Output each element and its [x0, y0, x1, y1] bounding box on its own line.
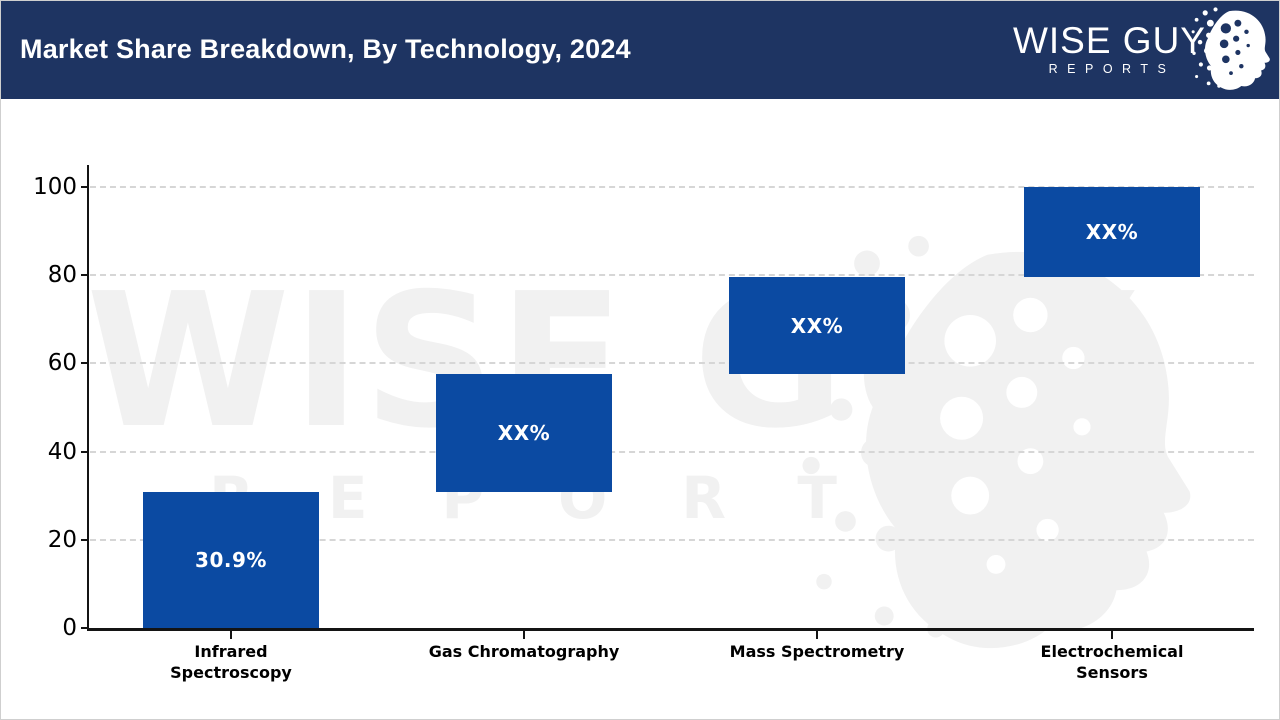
x-axis-line [87, 628, 1254, 631]
y-tick-label: 80 [47, 262, 77, 289]
y-tick-mark [81, 538, 89, 541]
y-axis-line [87, 164, 89, 630]
y-gridline [90, 450, 1254, 453]
header: Market Share Breakdown, By Technology, 2… [1, 1, 1279, 99]
brand-name: WISE GUY [1012, 20, 1206, 61]
y-tick-label: 0 [62, 615, 77, 641]
brand-text: WISE GUY REPORTS [1013, 22, 1206, 76]
y-tick-mark [81, 274, 89, 277]
x-category-label: Infrared Spectroscopy [170, 642, 292, 682]
y-tick-label: 60 [47, 350, 77, 377]
bar-segment: XX% [729, 277, 905, 375]
chart: WISE GUY REPORTS 0 20 40 60 80 100 Infrared Sp… [1, 99, 1279, 719]
brand-subname: REPORTS [1048, 62, 1176, 76]
y-tick-label: 100 [33, 174, 77, 200]
x-category-label: Electrochemical Sensors [1040, 642, 1184, 682]
y-gridline [90, 186, 1254, 188]
y-gridline [90, 274, 1254, 277]
x-tick-mark [1111, 631, 1113, 639]
x-tick-mark [523, 631, 525, 639]
y-tick-mark [81, 362, 89, 365]
x-category-label: Mass Spectrometry [729, 642, 905, 661]
bar-segment: XX% [436, 374, 612, 492]
y-gridline [90, 362, 1254, 365]
y-tick-mark [81, 186, 89, 188]
brand-head-icon [1191, 7, 1270, 90]
plot-area: 0 20 40 60 80 100 Infrared Spectroscopy Gas Chr… [1, 99, 1279, 719]
bar-value-label: 30.9% [195, 547, 267, 572]
bar-segment: XX% [1024, 187, 1200, 278]
y-tick-label: 20 [47, 526, 77, 553]
y-tick-mark [81, 627, 89, 629]
bar-value-label: XX% [1085, 220, 1139, 245]
bar-segment: 30.9% [143, 491, 319, 628]
y-tick-label: 40 [47, 438, 77, 465]
page-title: Market Share Breakdown, By Technology, 2… [20, 34, 631, 64]
bar-value-label: XX% [790, 313, 844, 338]
bar-value-label: XX% [497, 421, 551, 446]
brand-logo: WISE GUY REPORTS [1013, 5, 1274, 93]
y-tick-mark [81, 450, 89, 453]
x-category-label: Gas Chromatography [428, 642, 620, 661]
x-tick-mark [816, 631, 818, 639]
y-gridline [90, 538, 1254, 541]
x-tick-mark [230, 631, 232, 639]
